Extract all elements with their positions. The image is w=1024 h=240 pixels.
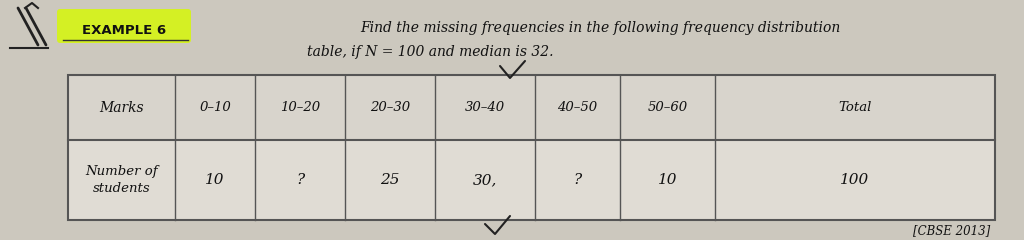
- Text: table, if N = 100 and median is 32.: table, if N = 100 and median is 32.: [307, 45, 553, 59]
- Text: Number of
students: Number of students: [85, 165, 158, 195]
- Text: 20–30: 20–30: [370, 101, 410, 114]
- Text: 10: 10: [205, 173, 224, 187]
- Text: 30,: 30,: [473, 173, 498, 187]
- Text: 0–10: 0–10: [199, 101, 230, 114]
- Text: 25: 25: [380, 173, 399, 187]
- Text: 30–40: 30–40: [465, 101, 505, 114]
- Text: Marks: Marks: [99, 101, 143, 114]
- Text: 50–60: 50–60: [647, 101, 687, 114]
- FancyBboxPatch shape: [57, 9, 191, 43]
- Text: EXAMPLE 6: EXAMPLE 6: [82, 24, 166, 36]
- Text: 100: 100: [841, 173, 869, 187]
- Text: Total: Total: [839, 101, 871, 114]
- Text: ?: ?: [573, 173, 582, 187]
- Text: 10: 10: [657, 173, 677, 187]
- Text: ?: ?: [296, 173, 304, 187]
- Bar: [68, 75, 995, 140]
- Text: [CBSE 2013]: [CBSE 2013]: [912, 224, 990, 237]
- Text: 10–20: 10–20: [280, 101, 321, 114]
- Text: Find the missing frequencies in the following frequency distribution: Find the missing frequencies in the foll…: [359, 21, 840, 35]
- Bar: [68, 75, 995, 220]
- Bar: [68, 140, 995, 220]
- Text: 40–50: 40–50: [557, 101, 598, 114]
